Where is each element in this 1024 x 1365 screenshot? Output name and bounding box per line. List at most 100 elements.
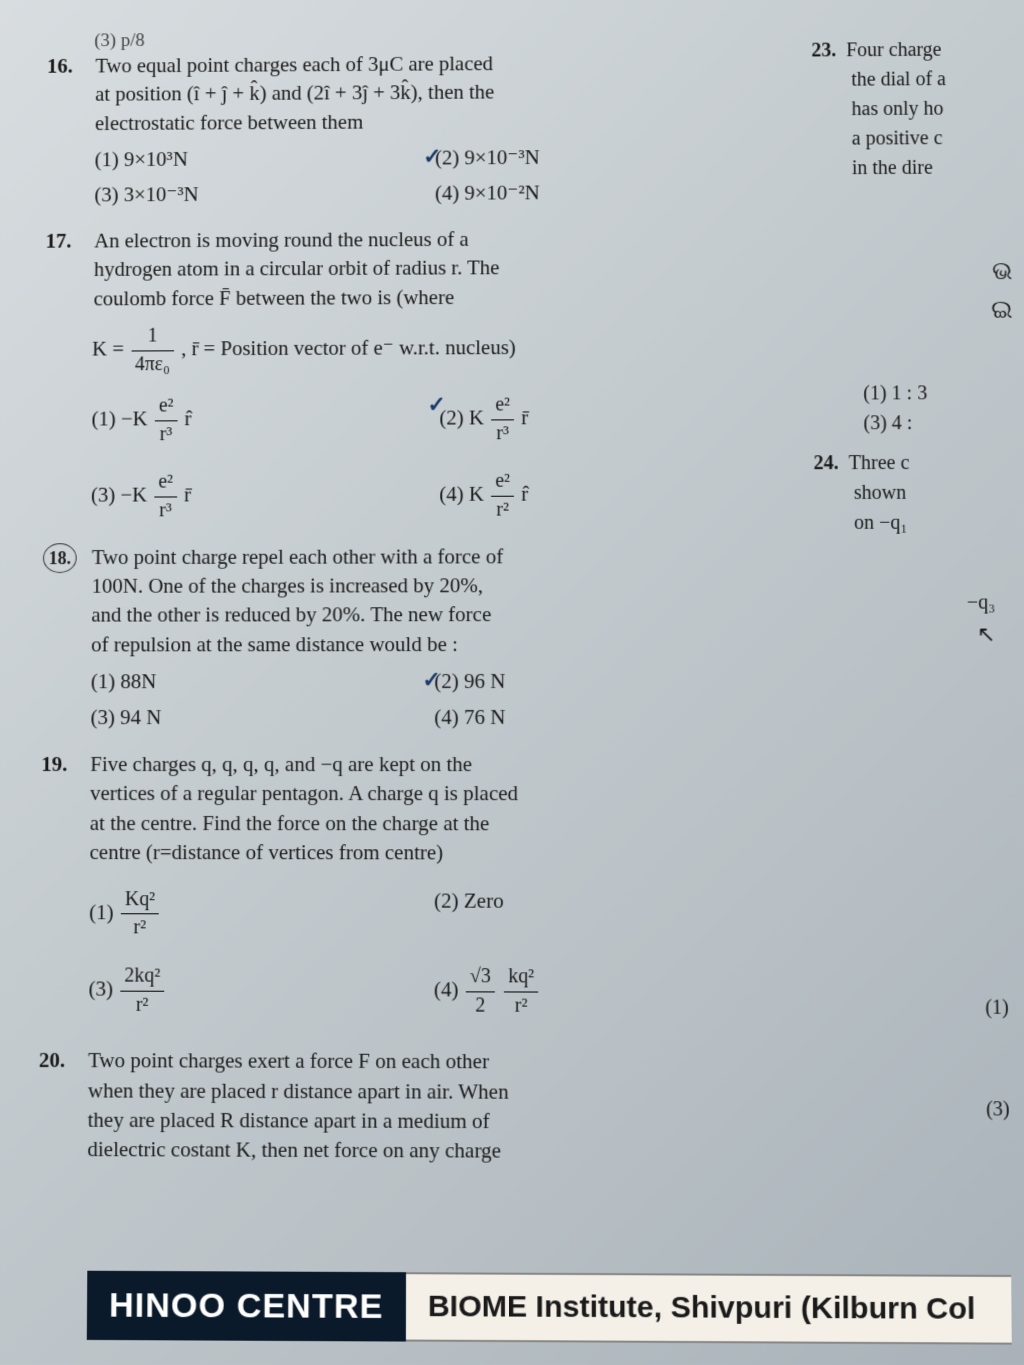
q18-options: (1) 88N (2) 96 N (3) 94 N (4) 76 N [91, 667, 750, 732]
q23-l4: a positive c [852, 127, 943, 149]
q19-opt3: (3) 2kq²r² [88, 963, 403, 1021]
q16-options: (1) 9×10³N (2) 9×10⁻³N (3) 3×10⁻³N (4) 9… [94, 142, 747, 209]
q19-o4-fd2: r² [504, 993, 538, 1021]
q20-line4: dielectric costant K, then net force on … [87, 1137, 501, 1163]
q17-o3-fd: r³ [154, 497, 177, 525]
q17-line3: coulomb force F̄ between the two is (whe… [94, 285, 455, 310]
q18-opt2: (2) 96 N [434, 667, 749, 697]
q17-options: (1) −K e²r³ r̂ (2) K e²r³ r̄ (3) −K e²r³… [91, 391, 760, 525]
question-18: 18. Two point charge repel each other wi… [42, 542, 761, 732]
right-bot-opt3: (3) [986, 1094, 1010, 1125]
q17-opt1: (1) −K e²r³ r̂ [91, 392, 409, 449]
q18-opt3: (3) 94 N [91, 703, 405, 732]
q16-opt2: (2) 9×10⁻³N [435, 142, 748, 172]
q16-line3: electrostatic force between them [95, 110, 363, 135]
question-20: 20. Two point charges exert a force F on… [38, 1046, 763, 1167]
q23-number: 23. [811, 40, 836, 62]
footer-centre-name: HINOO CENTRE [87, 1271, 406, 1342]
q19-line2: vertices of a regular pentagon. A charge… [90, 781, 518, 805]
q18-opt1: (1) 88N [91, 667, 405, 696]
q20-line1: Two point charges exert a force F on eac… [88, 1048, 489, 1073]
q24-l3: on −q₁ [854, 512, 908, 534]
q19-o1-fd: r² [121, 915, 159, 943]
glyph-1: ଭ [992, 256, 1013, 285]
q18-number: 18. [43, 543, 77, 573]
q16-opt3: (3) 3×10⁻³N [94, 179, 405, 209]
q17-o3-frac: e²r³ [154, 469, 177, 525]
q23-l2: the dial of a [851, 68, 946, 90]
q19-line3: at the centre. Find the force on the cha… [90, 811, 490, 835]
q19-o4-fn1: √3 [466, 964, 495, 993]
q19-opt1: (1) Kq²r² [89, 886, 404, 944]
q17-o4-fn: e² [491, 468, 514, 497]
q18-body: Two point charge repel each other with a… [91, 542, 750, 732]
footer-institute-name: BIOME Institute, Shivpuri (Kilburn Col [406, 1272, 1012, 1345]
q19-o3-fn: 2kq² [120, 963, 164, 992]
q17-o2-fn: e² [491, 392, 514, 421]
q24-number: 24. [814, 452, 839, 474]
prev-option-3: (3) p/8 [94, 26, 757, 52]
q18-line3: and the other is reduced by 20%. The new… [91, 603, 491, 627]
q17-eq-frac: 1 4πε₀ [131, 323, 174, 379]
q17-opt4: (4) K e²r² r̂ [439, 467, 760, 524]
q18-opt4: (4) 76 N [434, 703, 750, 733]
q16-opt1: (1) 9×10³N [95, 144, 406, 174]
q23-opt1: (1) 1 : 3 [863, 378, 1014, 408]
q16-opt4: (4) 9×10⁻²N [435, 177, 748, 207]
q24-l2: shown [854, 482, 907, 504]
glyph-row: ଭ ଇ [812, 251, 1013, 329]
q20-number: 20. [39, 1046, 83, 1076]
arrow-icon: ↖ [977, 622, 996, 647]
q19-o4-frac1: √32 [466, 964, 495, 1021]
question-17: 17. An electron is moving round the nucl… [43, 224, 760, 525]
q19-line1: Five charges q, q, q, q, and −q are kept… [90, 752, 472, 776]
q19-opt4: (4) √32 kq²r² [434, 963, 751, 1021]
q19-o3-fd: r² [120, 992, 164, 1020]
question-23-partial: 23. Four charge the dial of a has only h… [811, 35, 1011, 184]
q17-o2-fd: r³ [491, 420, 514, 448]
q24-l1: Three c [849, 452, 910, 474]
content-area: (3) p/8 16. Two equal point charges each… [36, 25, 1012, 1365]
right-bot-opt1: (1) [985, 992, 1009, 1023]
right-bottom-opts: (1) (3) [985, 992, 1010, 1124]
footer-band: HINOO CENTRE BIOME Institute, Shivpuri (… [87, 1271, 1012, 1345]
q17-eq-tail: , r̄ = Position vector of e⁻ w.r.t. nucl… [181, 336, 516, 361]
q16-body: Two equal point charges each of 3μC are … [94, 48, 747, 209]
q18-line1: Two point charge repel each other with a… [92, 544, 503, 569]
q19-o3-pref: (3) [89, 977, 119, 1001]
q20-line2: when they are placed r distance apart in… [88, 1078, 509, 1104]
q17-o1-fd: r³ [155, 421, 178, 449]
q16-number: 16. [47, 52, 90, 81]
q19-o3-frac: 2kq²r² [120, 963, 164, 1020]
arrow-label: −q₃ [967, 592, 996, 614]
q19-o1-pref: (1) [89, 900, 119, 924]
question-19: 19. Five charges q, q, q, q, and −q are … [39, 750, 762, 1022]
q17-o2-frac: e²r³ [491, 392, 514, 448]
q23-l5: in the dire [852, 157, 933, 179]
q17-o4-pref: (4) K [439, 482, 489, 506]
q17-number: 17. [46, 227, 90, 256]
q17-o2-tail: r̄ [521, 406, 528, 430]
q23-options-partial: (1) 1 : 3 (3) 4 : [863, 378, 1014, 438]
q17-o1-frac: e²r³ [155, 393, 178, 449]
q19-body: Five charges q, q, q, q, and −q are kept… [88, 750, 751, 1022]
q19-o4-fd1: 2 [466, 993, 495, 1021]
left-column: (3) p/8 16. Two equal point charges each… [38, 26, 763, 1167]
q17-body: An electron is moving round the nucleus … [94, 224, 749, 314]
q17-o2-pref: (2) K [439, 406, 489, 430]
q17-line1: An electron is moving round the nucleus … [94, 227, 469, 252]
glyph-2: ଇ [991, 295, 1013, 324]
q19-options: (1) Kq²r² (2) Zero (3) 2kq²r² (4) √32 kq… [88, 886, 751, 1022]
q23-opt3: (3) 4 : [863, 408, 1014, 438]
q17-o4-fd: r² [491, 496, 514, 524]
q17-eq-frac-d: 4πε₀ [131, 351, 174, 379]
q20-body: Two point charges exert a force F on eac… [87, 1046, 751, 1167]
q19-number: 19. [41, 750, 85, 779]
q19-line4: centre (r=distance of vertices from cent… [90, 840, 444, 864]
q17-opt3: (3) −K e²r³ r̄ [91, 468, 410, 525]
q17-o1-fn: e² [155, 393, 178, 422]
q17-opt2: (2) K e²r³ r̄ [439, 391, 759, 448]
q23-l3: has only ho [851, 98, 943, 120]
diagram-fragment: −q₃ ↖ [814, 587, 1016, 650]
q17-o4-tail: r̂ [521, 482, 528, 506]
